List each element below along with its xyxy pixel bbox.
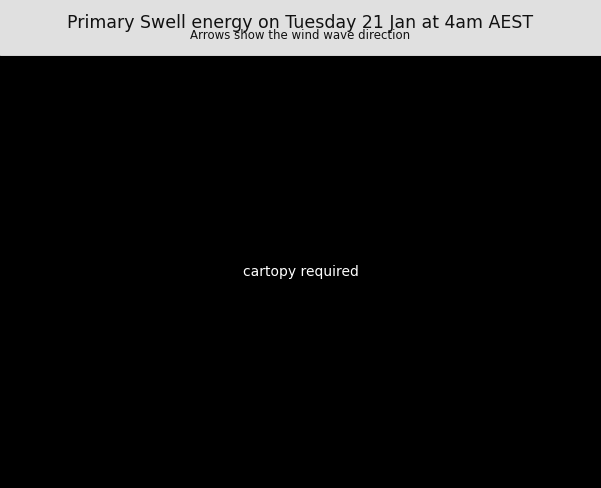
- Text: cartopy required: cartopy required: [243, 265, 358, 279]
- Text: Arrows show the wind wave direction: Arrows show the wind wave direction: [191, 29, 410, 42]
- Text: Primary Swell energy on Tuesday 21 Jan at 4am AEST: Primary Swell energy on Tuesday 21 Jan a…: [67, 14, 534, 32]
